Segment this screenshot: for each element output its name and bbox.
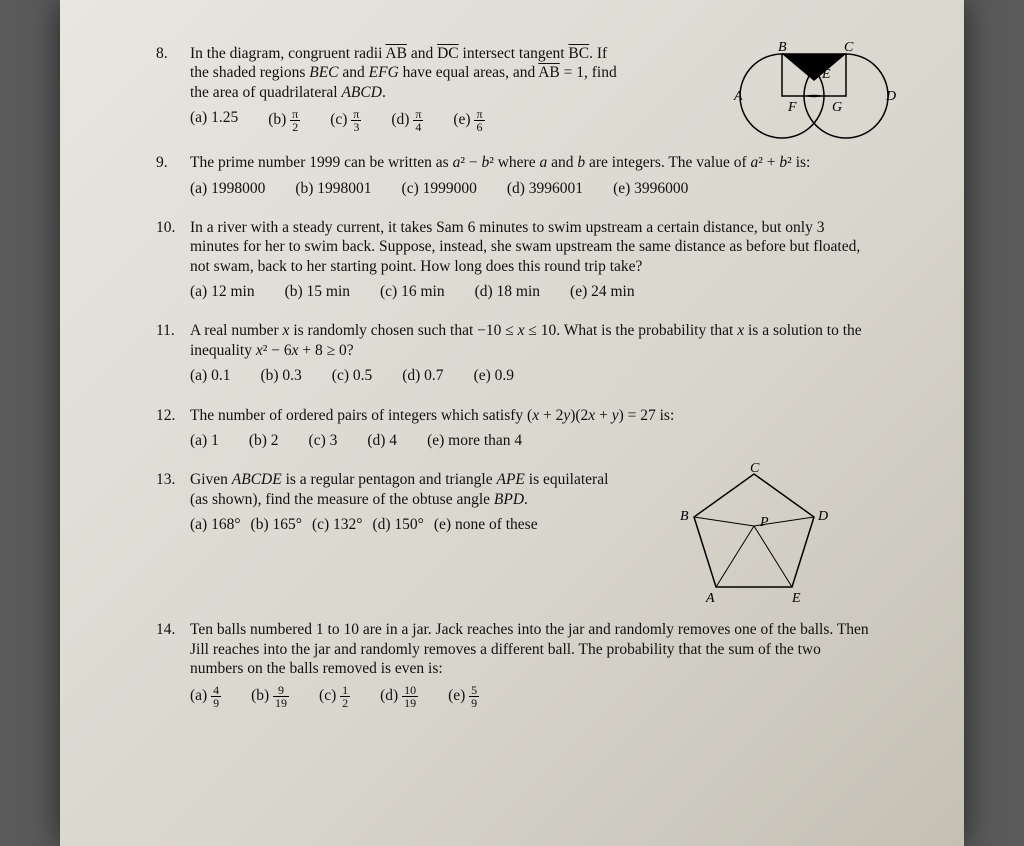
q14-opt-a: (a) 49 <box>190 684 221 709</box>
q12-number: 12. <box>156 406 175 425</box>
q8-number: 8. <box>156 44 168 63</box>
q11-opt-e: (e) 0.9 <box>474 366 514 385</box>
svg-text:G: G <box>832 100 842 115</box>
q10-stem: In a river with a steady current, it tak… <box>190 218 874 276</box>
q8-diagram: B C A D E F G <box>724 36 904 151</box>
svg-text:C: C <box>844 40 854 55</box>
exam-page: 8. In the diagram, congruent radii AB an… <box>60 0 964 846</box>
q8-options: (a) 1.25 (b) π2 (c) π3 (d) π4 (e) π6 <box>190 108 650 133</box>
q11-stem: A real number x is randomly chosen such … <box>190 321 874 360</box>
svg-text:P: P <box>759 515 769 530</box>
svg-text:E: E <box>791 591 801 606</box>
q10-opt-a: (a) 12 min <box>190 282 255 301</box>
svg-text:D: D <box>885 89 896 104</box>
q10-options: (a) 12 min (b) 15 min (c) 16 min (d) 18 … <box>190 282 874 301</box>
q9-number: 9. <box>156 153 168 172</box>
q12-stem: The number of ordered pairs of integers … <box>190 406 874 425</box>
svg-text:C: C <box>750 462 760 476</box>
q10-opt-e: (e) 24 min <box>570 282 635 301</box>
q11-opt-d: (d) 0.7 <box>402 366 443 385</box>
q11-opt-c: (c) 0.5 <box>332 366 372 385</box>
q11-opt-b: (b) 0.3 <box>260 366 301 385</box>
q13-opt-c: (c) 132° <box>312 515 363 534</box>
q14-options: (a) 49 (b) 919 (c) 12 (d) 1019 (e) 59 <box>190 684 874 709</box>
q12-opt-b: (b) 2 <box>249 431 279 450</box>
svg-text:A: A <box>733 89 743 104</box>
q9-opt-b: (b) 1998001 <box>295 179 371 198</box>
question-13: 13. Given ABCDE is a regular pentagon an… <box>190 470 874 600</box>
q12-opt-e: (e) more than 4 <box>427 431 522 450</box>
q12-opt-c: (c) 3 <box>309 431 338 450</box>
q9-options: (a) 1998000 (b) 1998001 (c) 1999000 (d) … <box>190 179 874 198</box>
question-11: 11. A real number x is randomly chosen s… <box>190 321 874 385</box>
q8-stem: In the diagram, congruent radii AB and D… <box>190 44 620 102</box>
q14-opt-c: (c) 12 <box>319 684 350 709</box>
svg-text:B: B <box>680 509 689 524</box>
svg-text:B: B <box>778 40 787 55</box>
question-12: 12. The number of ordered pairs of integ… <box>190 406 874 451</box>
q13-stem: Given ABCDE is a regular pentagon and tr… <box>190 470 610 509</box>
q14-opt-e: (e) 59 <box>448 684 479 709</box>
q14-opt-b: (b) 919 <box>251 684 289 709</box>
q14-number: 14. <box>156 620 175 639</box>
q8-opt-e: (e) π6 <box>453 108 484 133</box>
q9-opt-c: (c) 1999000 <box>402 179 477 198</box>
question-9: 9. The prime number 1999 can be written … <box>190 153 874 198</box>
q13-opt-a: (a) 168° <box>190 515 241 534</box>
svg-text:D: D <box>817 509 828 524</box>
q13-opt-d: (d) 150° <box>372 515 423 534</box>
svg-text:A: A <box>705 591 715 606</box>
q10-opt-c: (c) 16 min <box>380 282 445 301</box>
q9-opt-e: (e) 3996000 <box>613 179 688 198</box>
q13-options: (a) 168° (b) 165° (c) 132° (d) 150° (e) … <box>190 515 630 534</box>
q12-options: (a) 1 (b) 2 (c) 3 (d) 4 (e) more than 4 <box>190 431 874 450</box>
q8-opt-d: (d) π4 <box>391 108 423 133</box>
q10-number: 10. <box>156 218 175 237</box>
q13-opt-e: (e) none of these <box>434 515 538 534</box>
q9-opt-d: (d) 3996001 <box>507 179 583 198</box>
q12-opt-a: (a) 1 <box>190 431 219 450</box>
question-8: 8. In the diagram, congruent radii AB an… <box>190 44 874 133</box>
question-10: 10. In a river with a steady current, it… <box>190 218 874 302</box>
q10-opt-b: (b) 15 min <box>285 282 350 301</box>
q11-options: (a) 0.1 (b) 0.3 (c) 0.5 (d) 0.7 (e) 0.9 <box>190 366 874 385</box>
q13-number: 13. <box>156 470 175 489</box>
q8-opt-a: (a) 1.25 <box>190 108 238 133</box>
q13-diagram: C B D A E P <box>674 462 834 617</box>
q9-opt-a: (a) 1998000 <box>190 179 265 198</box>
question-14: 14. Ten balls numbered 1 to 10 are in a … <box>190 620 874 709</box>
q10-opt-d: (d) 18 min <box>475 282 540 301</box>
q14-stem: Ten balls numbered 1 to 10 are in a jar.… <box>190 620 874 678</box>
svg-text:E: E <box>821 67 831 82</box>
q13-opt-b: (b) 165° <box>251 515 302 534</box>
q8-opt-b: (b) π2 <box>268 108 300 133</box>
q11-number: 11. <box>156 321 175 340</box>
svg-text:F: F <box>787 100 797 115</box>
q8-opt-c: (c) π3 <box>330 108 361 133</box>
q11-opt-a: (a) 0.1 <box>190 366 230 385</box>
q12-opt-d: (d) 4 <box>367 431 397 450</box>
q9-stem: The prime number 1999 can be written as … <box>190 153 874 172</box>
q14-opt-d: (d) 1019 <box>380 684 418 709</box>
